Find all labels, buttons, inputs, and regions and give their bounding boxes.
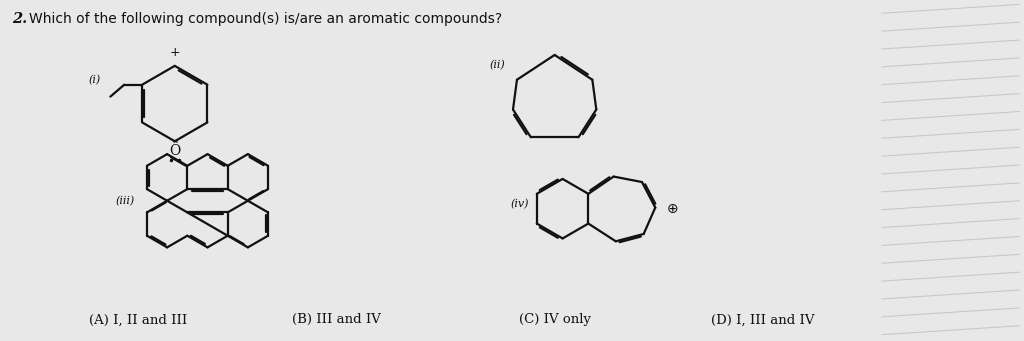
Text: +: + [169, 46, 180, 59]
Text: Which of the following compound(s) is/are an aromatic compounds?: Which of the following compound(s) is/ar… [29, 12, 502, 26]
Text: (B) III and IV: (B) III and IV [292, 313, 381, 326]
Text: (C) IV only: (C) IV only [518, 313, 591, 326]
Text: (A) I, II and III: (A) I, II and III [89, 313, 187, 326]
Text: Ö: Ö [169, 144, 180, 158]
Text: (iv): (iv) [510, 198, 528, 209]
Text: 2.: 2. [12, 12, 28, 26]
Text: ⊕: ⊕ [668, 202, 679, 216]
Text: (i): (i) [88, 75, 100, 85]
Text: (iii): (iii) [116, 196, 135, 206]
Text: (ii): (ii) [489, 60, 505, 70]
Text: (D) I, III and IV: (D) I, III and IV [712, 313, 815, 326]
